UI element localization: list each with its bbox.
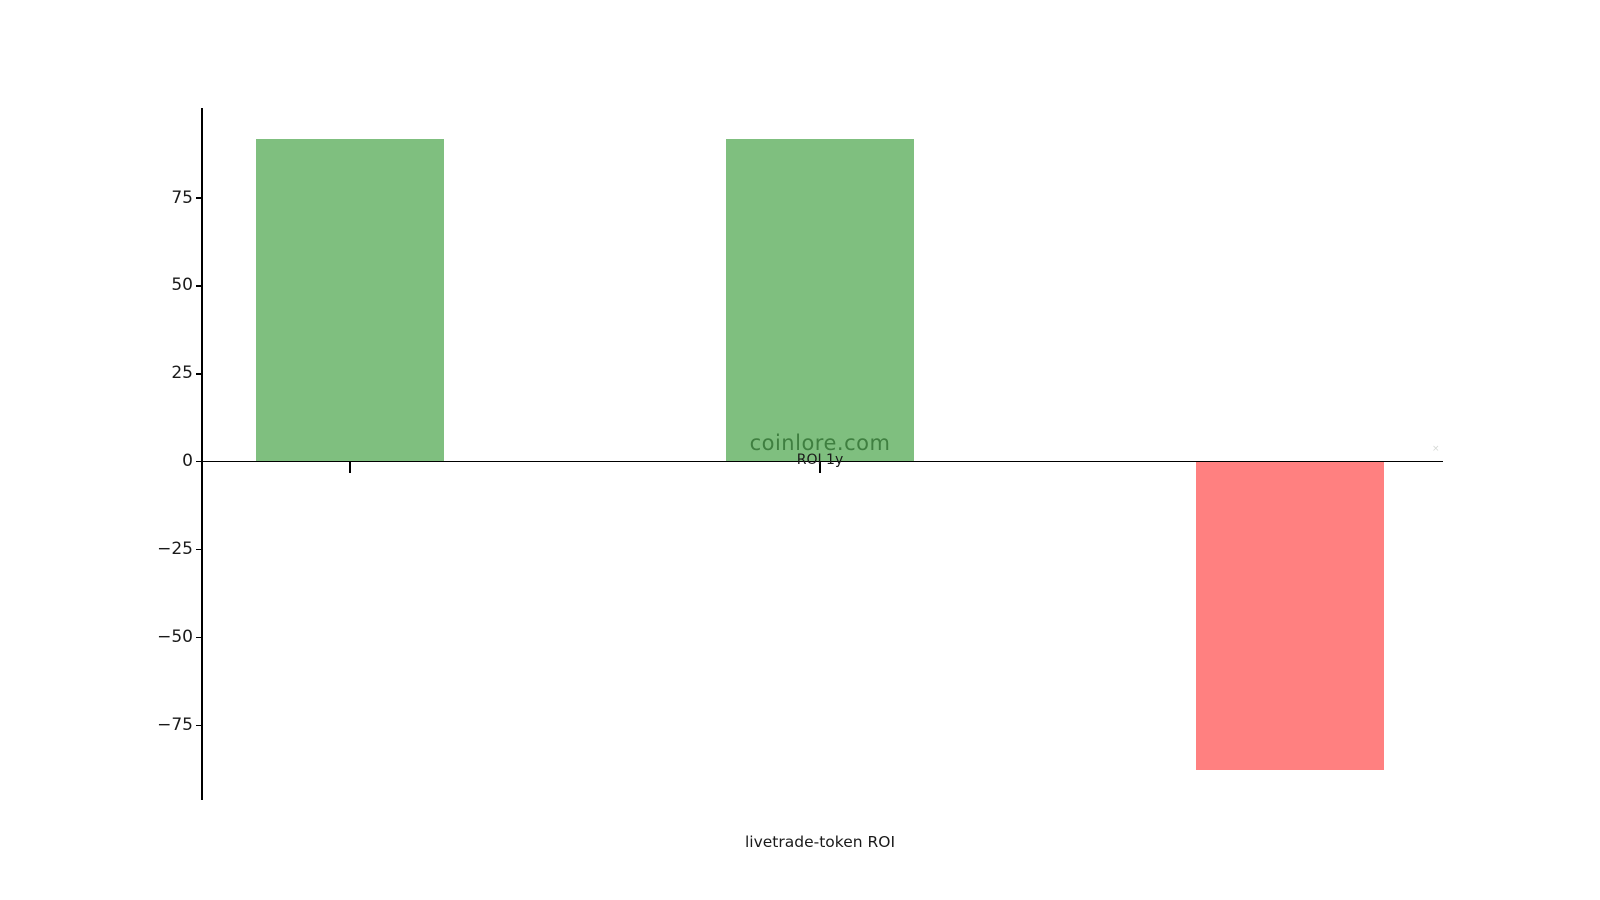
y-tick-label: 75: [171, 187, 193, 208]
y-tick: [196, 285, 202, 287]
axis-end-artifact: ×: [1432, 444, 1440, 454]
y-tick: [196, 724, 202, 727]
bar-2: [1196, 461, 1384, 770]
y-tick: [196, 373, 202, 375]
y-tick-label: 0: [182, 451, 193, 472]
bar-0: [256, 139, 444, 462]
y-tick: [196, 460, 202, 463]
watermark-text: coinlore.com: [749, 431, 891, 455]
chart-title: livetrade-token ROI: [744, 833, 896, 851]
x-axis-zero-line: [202, 460, 1443, 463]
y-tick: [196, 548, 202, 551]
x-tick: [819, 461, 821, 473]
x-tick-label: ROI 1y: [796, 452, 844, 468]
x-tick: [349, 461, 351, 473]
y-tick: [196, 636, 202, 639]
y-tick-label: 50: [171, 275, 193, 296]
y-axis-spine: [201, 108, 203, 800]
y-tick-label: −25: [157, 539, 193, 560]
y-tick: [196, 197, 202, 199]
bar-1: [726, 139, 914, 462]
y-tick-label: −75: [157, 714, 193, 735]
y-tick-label: 25: [171, 363, 193, 384]
y-tick-label: −50: [157, 627, 193, 647]
